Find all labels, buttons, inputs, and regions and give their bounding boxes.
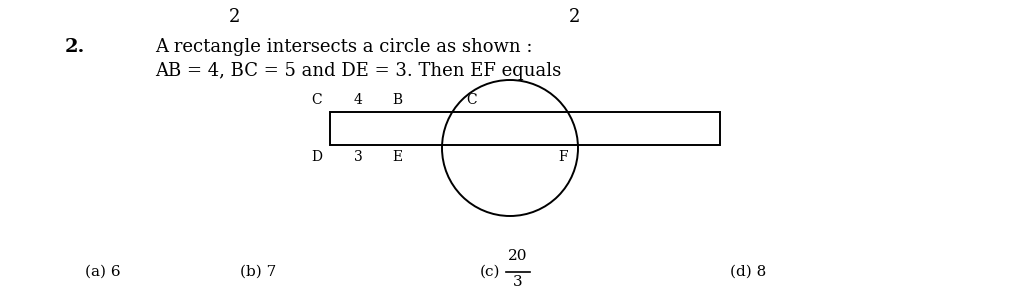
Text: 3: 3 (513, 275, 523, 289)
Bar (330, 112, 720, 145)
Text: AB = 4, BC = 5 and DE = 3. Then EF equals: AB = 4, BC = 5 and DE = 3. Then EF equal… (155, 62, 561, 80)
Text: 20: 20 (508, 249, 527, 263)
Text: B: B (392, 93, 402, 107)
Text: C: C (311, 93, 322, 107)
Text: (b) 7: (b) 7 (240, 265, 276, 279)
Text: (a) 6: (a) 6 (85, 265, 121, 279)
Text: E: E (392, 150, 402, 164)
Text: 2: 2 (229, 8, 241, 26)
Text: (c): (c) (480, 265, 501, 279)
Text: F: F (558, 150, 567, 164)
Text: 2: 2 (569, 8, 581, 26)
Text: D: D (311, 150, 322, 164)
Text: 3: 3 (353, 150, 362, 164)
Text: 2.: 2. (65, 38, 85, 56)
Text: C: C (467, 93, 477, 107)
Text: 4: 4 (353, 93, 362, 107)
Text: A rectangle intersects a circle as shown :: A rectangle intersects a circle as shown… (155, 38, 532, 56)
Text: (d) 8: (d) 8 (730, 265, 766, 279)
